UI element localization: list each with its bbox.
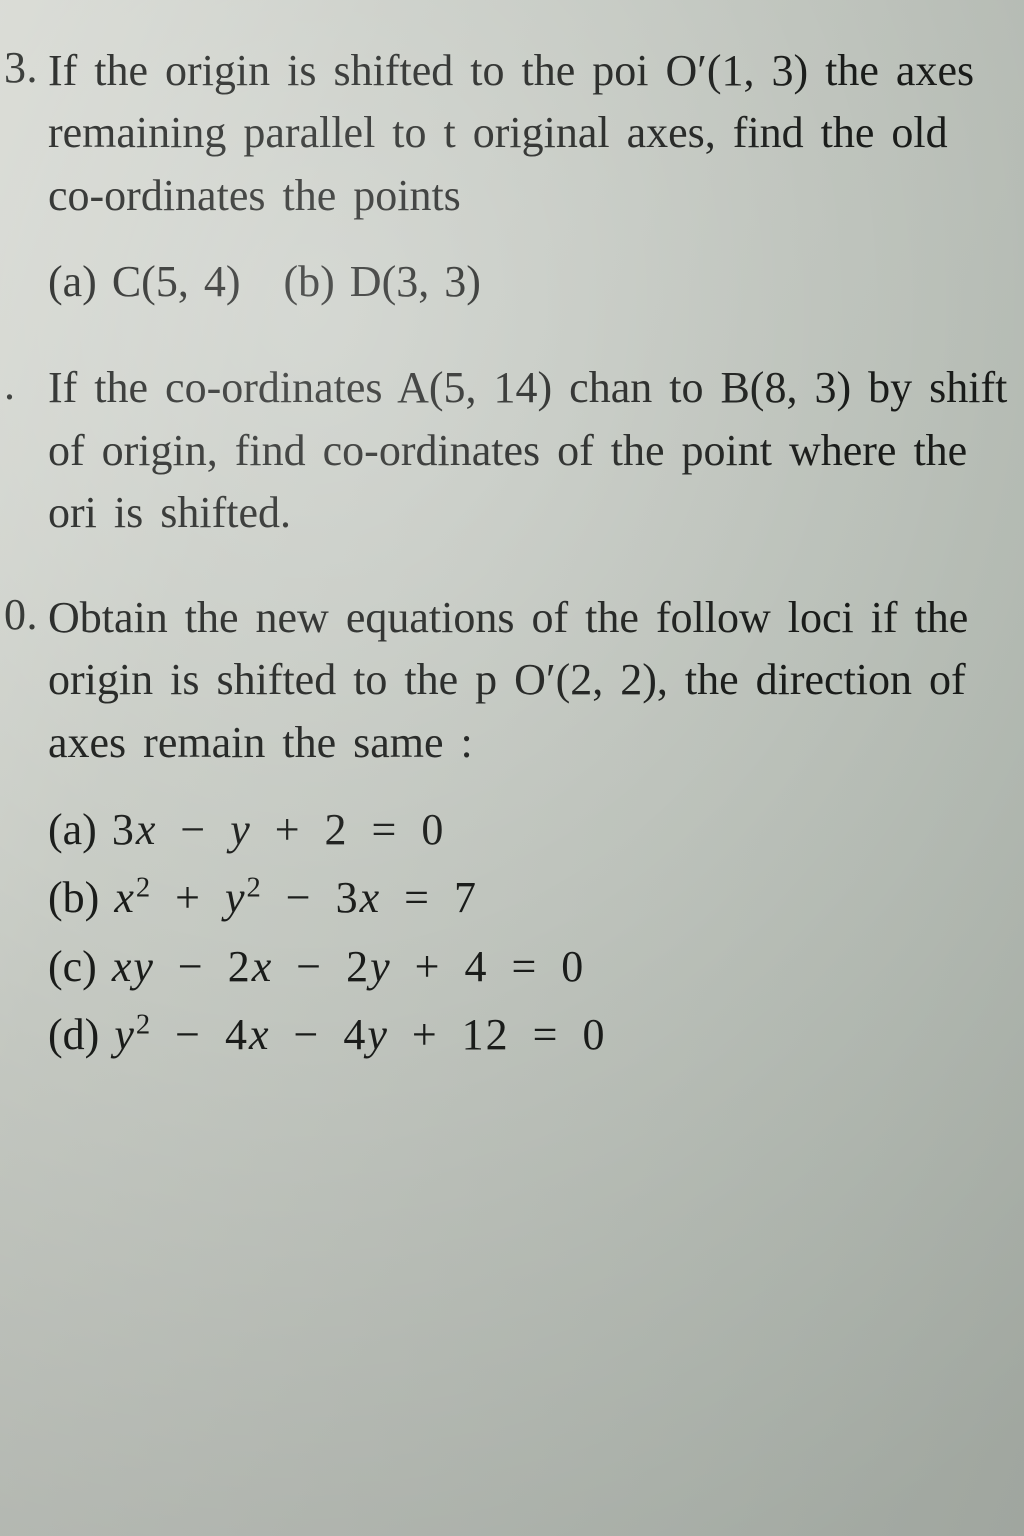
question-3-part-c: (c) xy − 2x − 2y + 4 = 0 (48, 933, 1012, 1001)
question-3-part-b: (b) x2 + y2 − 3x = 7 (48, 864, 1012, 932)
part-equation: 3x − y + 2 = 0 (112, 805, 446, 854)
page-root: 3. If the origin is shifted to the poi O… (0, 0, 1024, 1536)
question-1-text: If the origin is shifted to the poi O′(1… (48, 40, 1012, 227)
question-1: 3. If the origin is shifted to the poi O… (48, 40, 1012, 315)
question-2-number: . (4, 359, 16, 410)
question-3-parts: (a) 3x − y + 2 = 0 (b) x2 + y2 − 3x = 7 … (48, 796, 1012, 1069)
question-3-text: Obtain the new equations of the follow l… (48, 587, 1012, 774)
question-2-text: If the co-ordinates A(5, 14) chan to B(8… (48, 357, 1012, 544)
part-label: (a) (48, 805, 97, 854)
part-label: (b) (48, 873, 99, 922)
part-label: (c) (48, 942, 97, 991)
part-equation: y2 − 4x − 4y + 12 = 0 (114, 1010, 606, 1059)
question-3-part-a: (a) 3x − y + 2 = 0 (48, 796, 1012, 864)
question-1-part-b: (b) D(3, 3) (284, 257, 481, 306)
question-1-parts: (a) C(5, 4) (b) D(3, 3) (48, 249, 1012, 315)
question-1-number: 3. (4, 42, 38, 93)
question-2: . If the co-ordinates A(5, 14) chan to B… (48, 357, 1012, 544)
part-equation: x2 + y2 − 3x = 7 (114, 873, 478, 922)
question-3-part-d: (d) y2 − 4x − 4y + 12 = 0 (48, 1001, 1012, 1069)
question-3: 0. Obtain the new equations of the follo… (48, 587, 1012, 1069)
part-label: (d) (48, 1010, 99, 1059)
question-1-part-a: (a) C(5, 4) (48, 257, 241, 306)
part-equation: xy − 2x − 2y + 4 = 0 (112, 942, 585, 991)
question-3-number: 0. (4, 589, 38, 640)
